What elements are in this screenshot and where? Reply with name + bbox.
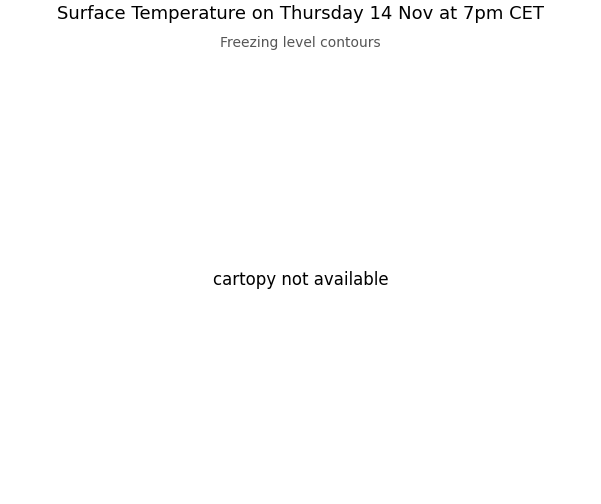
Text: Freezing level contours: Freezing level contours [220, 36, 381, 50]
Text: cartopy not available: cartopy not available [213, 271, 388, 289]
Text: Surface Temperature on Thursday 14 Nov at 7pm CET: Surface Temperature on Thursday 14 Nov a… [57, 5, 544, 23]
